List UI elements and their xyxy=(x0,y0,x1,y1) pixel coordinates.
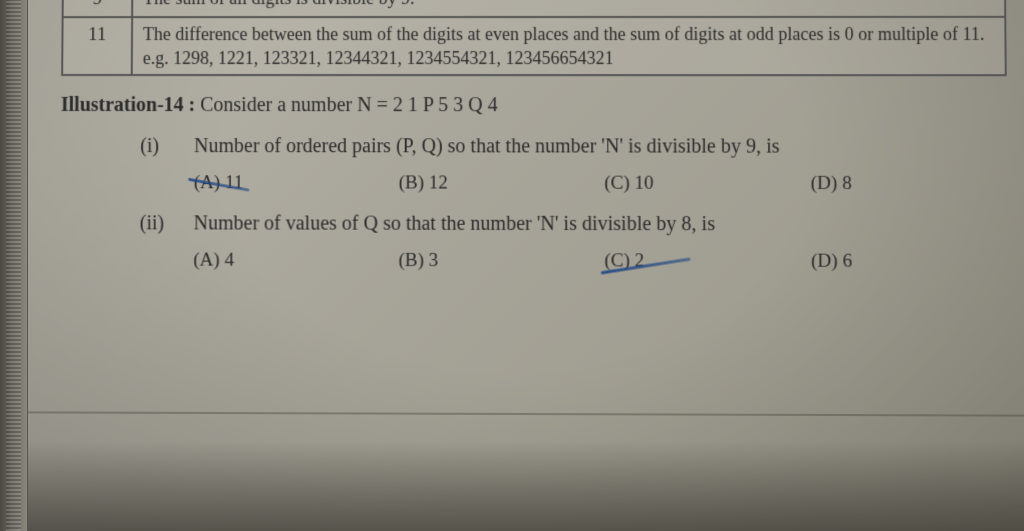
question-i: (i) Number of ordered pairs (P, Q) so th… xyxy=(140,135,1008,195)
question-ii: (ii) Number of values of Q so that the n… xyxy=(139,212,1008,273)
question-stem: (i) Number of ordered pairs (P, Q) so th… xyxy=(140,135,1007,159)
illustration-text: Consider a number N = 2 1 P 5 3 Q 4 xyxy=(200,94,498,116)
divisibility-rules-table: 9 The sum of all digits is divisible by … xyxy=(61,0,1007,76)
page-content: 9 The sum of all digits is divisible by … xyxy=(19,0,1024,332)
option-row: (A) 4 (B) 3 (C) 2 (D) 6 xyxy=(139,250,1008,274)
option-b: (B) 12 xyxy=(399,173,595,195)
option-a: (A) 11 xyxy=(194,172,389,194)
option-c: (C) 10 xyxy=(604,173,800,195)
table-row: 11 The difference between the sum of the… xyxy=(62,17,1006,76)
question-text: Number of values of Q so that the number… xyxy=(194,213,716,237)
option-d: (D) 6 xyxy=(811,251,1008,274)
question-text: Number of ordered pairs (P, Q) so that t… xyxy=(194,135,780,159)
footer-shadow xyxy=(0,441,1024,531)
rule-number-cell: 11 xyxy=(62,17,132,75)
illustration-line: Illustration-14 : Consider a number N = … xyxy=(61,94,1007,118)
rule-text-cell: The sum of all digits is divisible by 9. xyxy=(132,0,1005,17)
page-binding xyxy=(0,0,28,531)
option-d: (D) 8 xyxy=(811,173,1008,195)
option-row: (A) 11 (B) 12 (C) 10 (D) 8 xyxy=(140,172,1008,195)
rule-number-cell: 9 xyxy=(63,0,133,17)
rule-text-cell: The difference between the sum of the di… xyxy=(132,17,1006,76)
question-stem: (ii) Number of values of Q so that the n… xyxy=(140,212,1009,237)
question-block: (i) Number of ordered pairs (P, Q) so th… xyxy=(60,135,1009,273)
question-number: (ii) xyxy=(140,212,180,235)
illustration-label: Illustration-14 : xyxy=(61,94,195,116)
option-c: (C) 2 xyxy=(604,250,801,273)
option-a: (A) 4 xyxy=(193,250,388,273)
option-b: (B) 3 xyxy=(399,250,595,273)
table-row: 9 The sum of all digits is divisible by … xyxy=(63,0,1006,17)
question-number: (i) xyxy=(140,135,180,158)
horizontal-rule xyxy=(18,411,1024,416)
